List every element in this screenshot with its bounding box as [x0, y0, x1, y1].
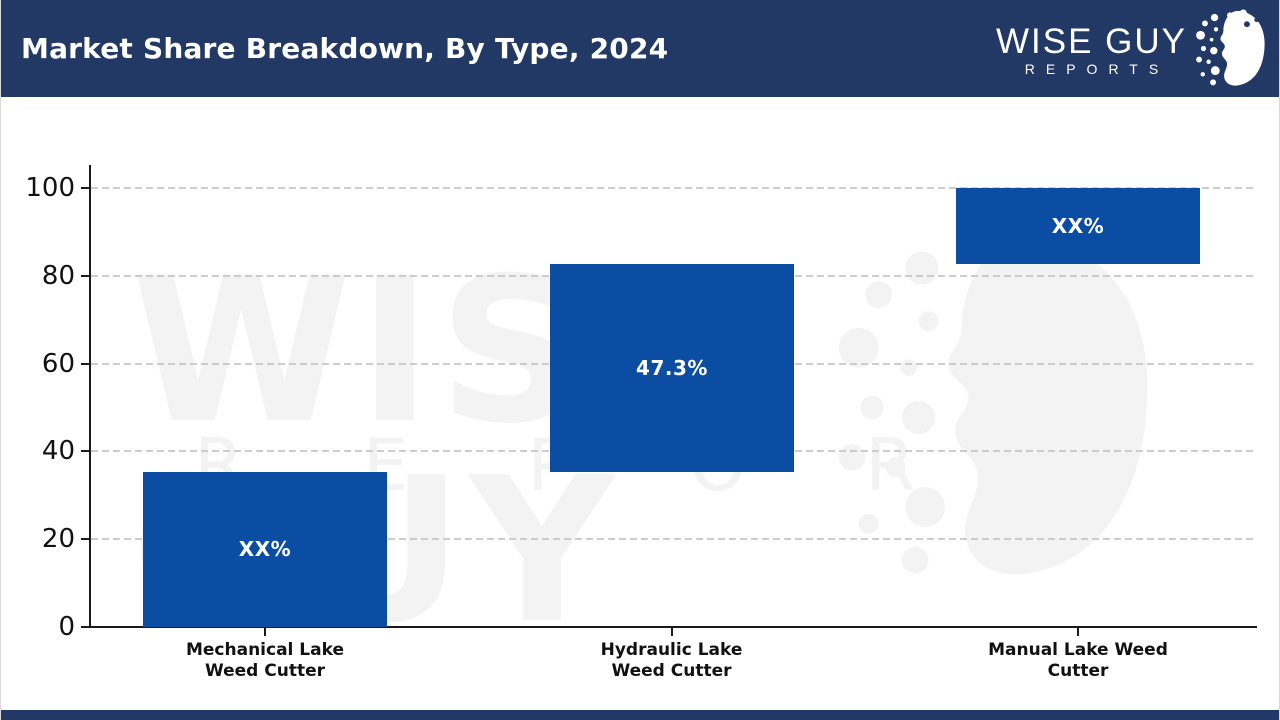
y-tick [81, 450, 89, 453]
y-axis-spine [89, 165, 91, 627]
x-tick [264, 628, 266, 636]
y-tick [81, 538, 89, 541]
logo-wordmark: WISE GUY [995, 21, 1187, 61]
x-category-label: Manual Lake Weed Cutter [988, 640, 1168, 681]
wiseguy-logo: WISE GUY REPORTS [996, 8, 1267, 89]
y-tick-label: 0 [58, 612, 75, 642]
page-title: Market Share Breakdown, By Type, 2024 [21, 32, 669, 65]
bar-segment: XX% [956, 188, 1200, 264]
footer-bar [1, 710, 1279, 720]
y-tick [81, 187, 89, 189]
x-tick [1077, 628, 1079, 636]
x-category-label: Hydraulic Lake Weed Cutter [600, 640, 743, 681]
y-tick [81, 274, 89, 277]
header-bar: Market Share Breakdown, By Type, 2024 WI… [1, 0, 1279, 97]
y-tick-label: 20 [41, 524, 75, 555]
y-tick-label: 100 [25, 173, 75, 203]
wiseguy-logo-text: WISE GUY REPORTS [995, 21, 1187, 77]
x-axis-spine [89, 626, 1257, 628]
bar-value-label: XX% [1051, 213, 1105, 238]
y-tick-label: 40 [41, 436, 75, 467]
gridline [91, 187, 1256, 189]
y-tick-label: 80 [41, 260, 75, 291]
bar-value-label: 47.3% [636, 355, 708, 380]
y-tick [81, 362, 89, 365]
x-tick [670, 628, 673, 636]
bar-segment: 47.3% [550, 263, 794, 472]
y-tick-label: 60 [41, 348, 75, 379]
bar-value-label: XX% [238, 537, 292, 562]
gridline [91, 538, 1256, 541]
bar-segment: XX% [143, 471, 387, 627]
y-tick [81, 626, 89, 628]
logo-subtitle: REPORTS [1024, 60, 1170, 77]
dotted-head-profile-icon [1196, 9, 1265, 86]
x-category-label: Mechanical Lake Weed Cutter [185, 640, 344, 681]
